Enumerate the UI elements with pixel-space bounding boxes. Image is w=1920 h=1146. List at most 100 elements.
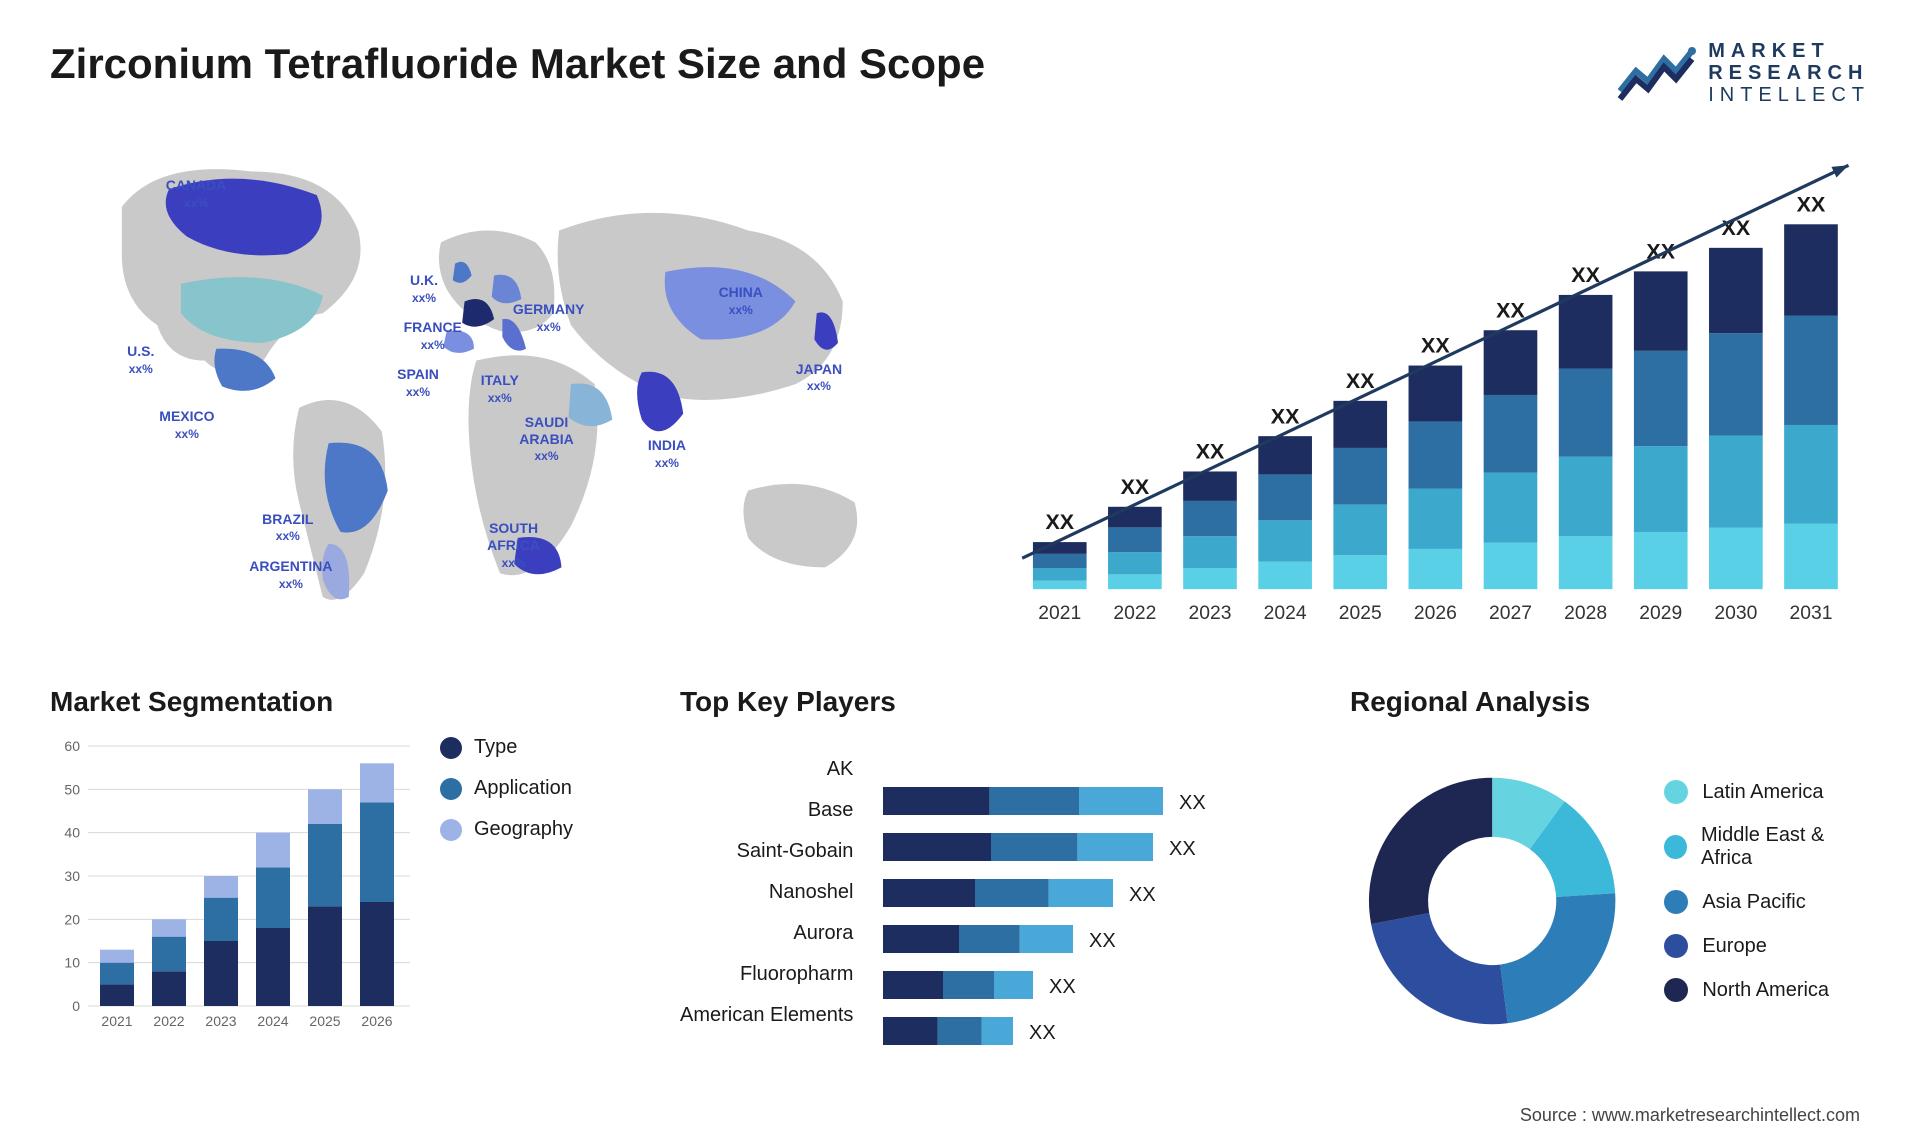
- growth-year-label: 2025: [1339, 603, 1382, 624]
- player-name: Nanoshel: [680, 881, 853, 904]
- regional-donut: [1350, 751, 1634, 1051]
- player-value-label: XX: [1089, 930, 1116, 952]
- donut-slice: [1500, 893, 1615, 1023]
- player-name: Saint-Gobain: [680, 840, 853, 863]
- seg-bar-segment: [204, 876, 238, 898]
- seg-ytick: 20: [64, 911, 80, 927]
- seg-year-label: 2025: [309, 1013, 340, 1029]
- growth-value-label: XX: [1797, 192, 1826, 216]
- player-bar-segment: [990, 787, 1080, 815]
- legend-swatch: [440, 778, 462, 800]
- region-legend-item: Latin America: [1664, 780, 1870, 804]
- segmentation-panel: Market Segmentation 01020304050602021202…: [50, 686, 650, 1066]
- seg-bar-segment: [360, 902, 394, 1006]
- growth-bar-segment: [1333, 504, 1387, 555]
- player-value-label: XX: [1049, 976, 1076, 998]
- seg-bar-segment: [152, 971, 186, 1006]
- player-value-label: XX: [1029, 1022, 1056, 1044]
- legend-label: Latin America: [1702, 781, 1823, 804]
- seg-bar-segment: [308, 906, 342, 1006]
- top-row: CANADAxx%U.S.xx%MEXICOxx%BRAZILxx%ARGENT…: [50, 136, 1870, 656]
- region-legend-item: North America: [1664, 978, 1870, 1002]
- seg-bar-segment: [256, 833, 290, 868]
- growth-bar-segment: [1484, 473, 1538, 543]
- map-country-label: JAPANxx%: [796, 361, 842, 395]
- seg-bar-segment: [308, 824, 342, 906]
- region-legend-item: Europe: [1664, 934, 1870, 958]
- growth-bar-segment: [1634, 532, 1688, 589]
- growth-bar-segment: [1258, 562, 1312, 590]
- donut-slice: [1369, 778, 1492, 924]
- player-bar-segment: [982, 1017, 1013, 1045]
- player-value-label: XX: [1129, 884, 1156, 906]
- growth-year-label: 2027: [1489, 603, 1532, 624]
- map-country-label: MEXICOxx%: [159, 408, 214, 442]
- regional-legend: Latin America Middle East & Africa Asia Pa…: [1664, 780, 1870, 1022]
- map-country-label: SAUDIARABIAxx%: [519, 414, 573, 464]
- growth-year-label: 2022: [1113, 603, 1156, 624]
- player-bar-segment: [883, 1017, 938, 1045]
- segmentation-title: Market Segmentation: [50, 686, 650, 718]
- seg-ytick: 10: [64, 955, 80, 971]
- legend-swatch: [1664, 890, 1688, 914]
- growth-bar-segment: [1183, 536, 1237, 568]
- seg-legend-item: Application: [440, 777, 573, 800]
- growth-value-label: XX: [1421, 334, 1450, 358]
- player-bar-segment: [943, 971, 994, 999]
- growth-bar-segment: [1784, 425, 1838, 524]
- seg-year-label: 2024: [257, 1013, 288, 1029]
- growth-chart: 2021XX2022XX2023XX2024XX2025XX2026XX2027…: [990, 136, 1870, 656]
- regional-title: Regional Analysis: [1350, 686, 1870, 718]
- seg-legend-item: Type: [440, 736, 573, 759]
- growth-bar-segment: [1484, 330, 1538, 395]
- growth-year-label: 2024: [1264, 603, 1307, 624]
- legend-swatch: [1664, 978, 1688, 1002]
- player-value-label: XX: [1179, 792, 1206, 814]
- growth-bar-segment: [1108, 527, 1162, 552]
- seg-ytick: 50: [64, 781, 80, 797]
- player-value-label: XX: [1169, 838, 1196, 860]
- growth-bar-segment: [1033, 568, 1087, 581]
- seg-bar-segment: [100, 950, 134, 963]
- player-bar-segment: [959, 925, 1020, 953]
- player-name: AK: [680, 758, 853, 781]
- seg-ytick: 0: [72, 998, 80, 1014]
- seg-bar-segment: [100, 984, 134, 1006]
- players-title: Top Key Players: [680, 686, 1320, 718]
- growth-bar-segment: [1709, 528, 1763, 589]
- growth-year-label: 2030: [1714, 603, 1757, 624]
- growth-value-label: XX: [1271, 404, 1300, 428]
- seg-year-label: 2026: [361, 1013, 392, 1029]
- growth-value-label: XX: [1045, 510, 1074, 534]
- source-footer: Source : www.marketresearchintellect.com: [1520, 1105, 1860, 1126]
- map-country-label: CANADAxx%: [166, 177, 227, 211]
- page-title: Zirconium Tetrafluoride Market Size and …: [50, 40, 985, 88]
- legend-swatch: [1664, 934, 1688, 958]
- legend-swatch: [1664, 835, 1687, 859]
- player-name: Base: [680, 799, 853, 822]
- growth-bar-segment: [1784, 316, 1838, 425]
- growth-year-label: 2028: [1564, 603, 1607, 624]
- growth-bar-segment: [1634, 271, 1688, 350]
- seg-bar-segment: [204, 941, 238, 1006]
- player-bar-segment: [883, 787, 989, 815]
- region-legend-item: Asia Pacific: [1664, 890, 1870, 914]
- growth-bar-segment: [1559, 368, 1613, 456]
- seg-legend-item: Geography: [440, 818, 573, 841]
- map-country-label: SPAINxx%: [397, 366, 439, 400]
- player-bar-segment: [975, 879, 1049, 907]
- region-legend-item: Middle East & Africa: [1664, 824, 1870, 870]
- segmentation-chart: 0102030405060202120222023202420252026: [50, 736, 410, 1036]
- player-bar-segment: [991, 833, 1077, 861]
- map-country-label: BRAZILxx%: [262, 511, 313, 545]
- growth-chart-panel: 2021XX2022XX2023XX2024XX2025XX2026XX2027…: [990, 136, 1870, 656]
- seg-ytick: 40: [64, 825, 80, 841]
- growth-bar-segment: [1033, 581, 1087, 589]
- growth-value-label: XX: [1346, 369, 1375, 393]
- seg-bar-segment: [100, 963, 134, 985]
- growth-bar-segment: [1409, 366, 1463, 422]
- growth-bar-segment: [1333, 448, 1387, 504]
- growth-bar-segment: [1784, 224, 1838, 315]
- seg-bar-segment: [256, 928, 290, 1006]
- seg-bar-segment: [256, 867, 290, 928]
